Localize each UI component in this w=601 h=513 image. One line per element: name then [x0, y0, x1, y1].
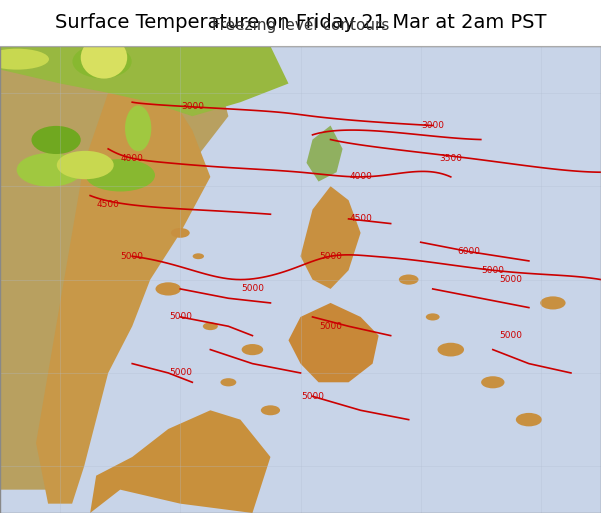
Text: Surface Temperature on Friday 21 Mar at 2am PST: Surface Temperature on Friday 21 Mar at … — [55, 13, 546, 32]
Text: 5000: 5000 — [241, 284, 264, 293]
Ellipse shape — [0, 49, 49, 70]
Text: 5000: 5000 — [121, 252, 144, 261]
Polygon shape — [36, 93, 210, 504]
Ellipse shape — [540, 297, 566, 309]
Polygon shape — [90, 410, 270, 513]
Ellipse shape — [193, 253, 204, 259]
Text: 5000: 5000 — [169, 312, 192, 322]
Text: Freezing level contours: Freezing level contours — [212, 18, 389, 33]
Text: 5000: 5000 — [301, 392, 324, 401]
Ellipse shape — [86, 159, 155, 191]
Text: 6000: 6000 — [457, 247, 480, 256]
Ellipse shape — [56, 151, 114, 179]
Polygon shape — [288, 303, 379, 382]
Ellipse shape — [399, 274, 418, 285]
Ellipse shape — [516, 413, 542, 426]
Text: 4500: 4500 — [97, 201, 120, 209]
Ellipse shape — [438, 343, 464, 357]
Ellipse shape — [31, 126, 81, 154]
Ellipse shape — [81, 36, 127, 78]
Text: 5000: 5000 — [481, 266, 504, 275]
Polygon shape — [0, 46, 288, 116]
Ellipse shape — [125, 106, 151, 151]
Polygon shape — [0, 46, 228, 489]
Text: 3000: 3000 — [181, 103, 204, 111]
Ellipse shape — [221, 378, 236, 386]
Ellipse shape — [426, 313, 439, 321]
Ellipse shape — [242, 344, 263, 355]
Ellipse shape — [203, 322, 218, 330]
Text: 4000: 4000 — [121, 154, 144, 163]
Ellipse shape — [73, 45, 132, 78]
Text: 3500: 3500 — [439, 154, 462, 163]
Ellipse shape — [261, 405, 280, 416]
Ellipse shape — [481, 376, 504, 388]
Text: 5000: 5000 — [319, 322, 342, 331]
Ellipse shape — [171, 228, 190, 238]
Text: 5000: 5000 — [319, 252, 342, 261]
Text: 5000: 5000 — [169, 368, 192, 378]
Text: 5000: 5000 — [499, 331, 522, 340]
Text: 4000: 4000 — [349, 172, 372, 182]
Ellipse shape — [156, 282, 181, 295]
Polygon shape — [307, 126, 343, 182]
Ellipse shape — [17, 153, 82, 187]
Polygon shape — [300, 186, 361, 289]
Text: 3000: 3000 — [421, 121, 444, 130]
Text: 5000: 5000 — [499, 275, 522, 284]
Text: 4500: 4500 — [349, 214, 372, 223]
